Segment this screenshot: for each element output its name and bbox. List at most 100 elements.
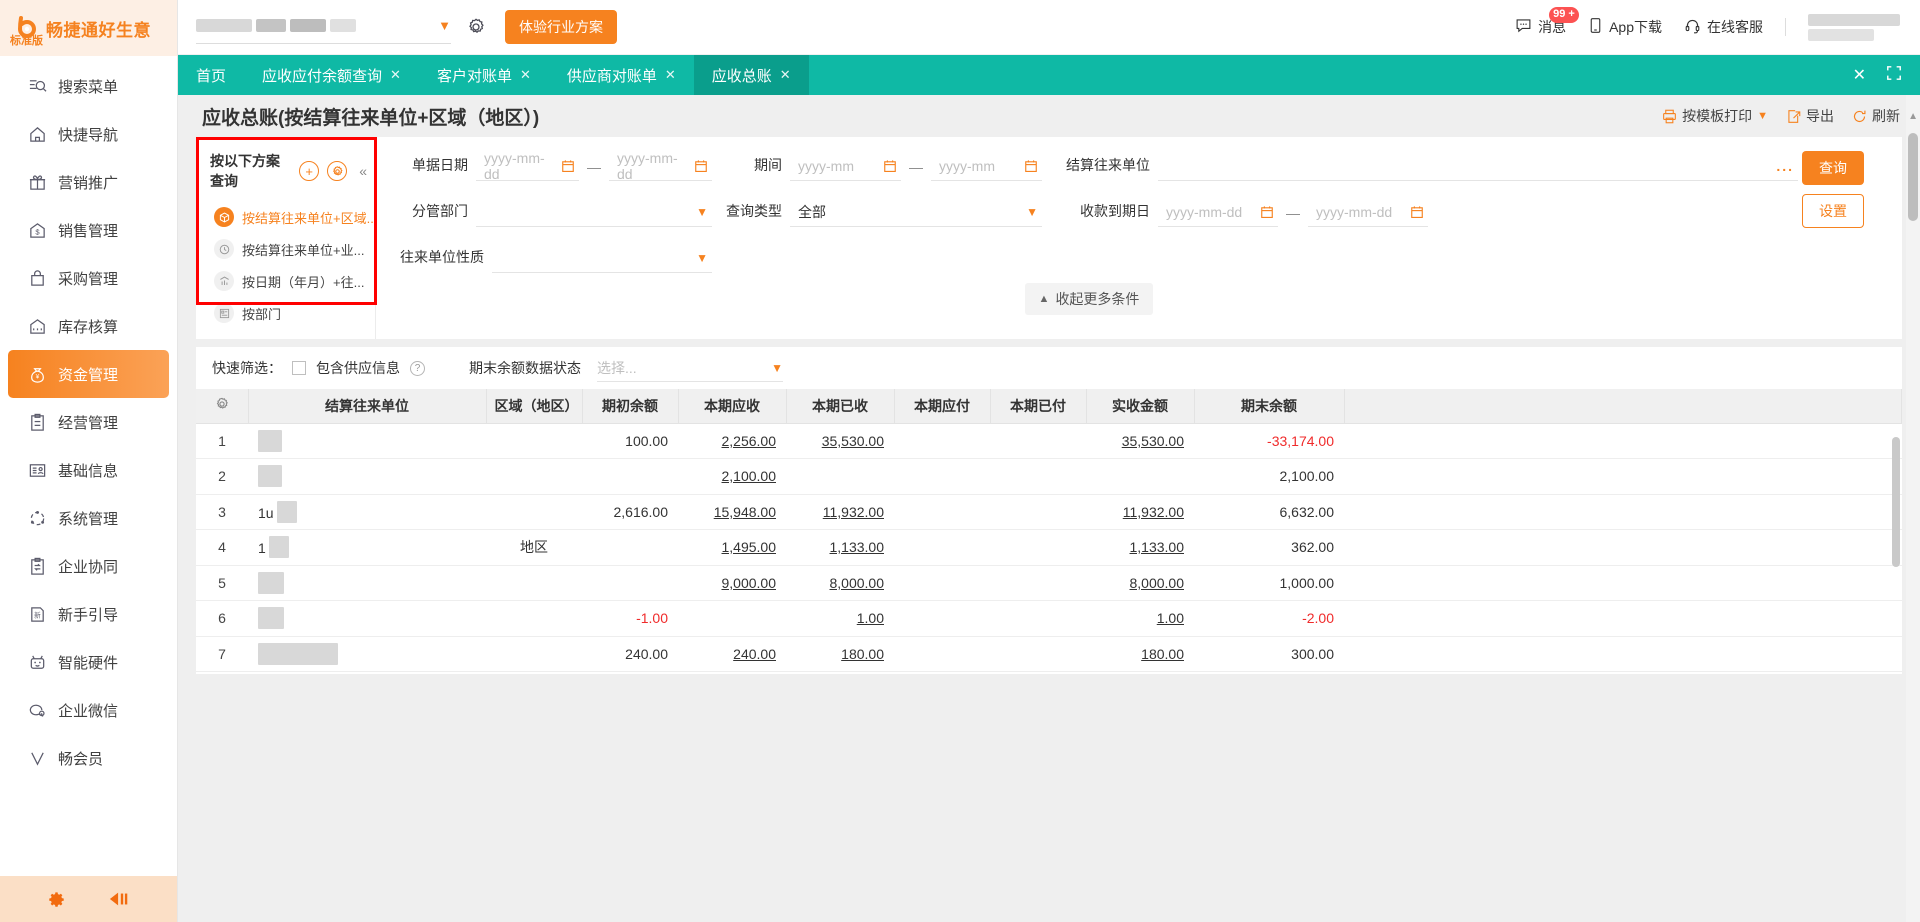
sidebar-item-operations[interactable]: 经营管理 <box>8 398 169 446</box>
cell-received[interactable]: 35,530.00 <box>786 423 894 459</box>
cell-received[interactable]: 11,932.00 <box>786 494 894 530</box>
scheme-item-settle-unit-region[interactable]: 按结算往来单位+区域... <box>196 201 375 233</box>
calendar-icon[interactable] <box>688 159 708 173</box>
table-row[interactable]: 7 240.00 240.00 180.00 180.00 300.00 <box>196 636 1902 672</box>
cell-received[interactable] <box>786 458 894 495</box>
more-options-icon[interactable]: ... <box>1776 157 1794 174</box>
table-row[interactable]: 6 -1.00 1.00 1.00 -2.00 <box>196 600 1902 637</box>
collapse-sidebar-icon[interactable] <box>109 891 129 907</box>
messages-button[interactable]: 消息 99 + <box>1515 7 1579 37</box>
close-icon[interactable]: ✕ <box>779 67 791 82</box>
sidebar-item-marketing[interactable]: 营销推广 <box>8 158 169 206</box>
due-date-to-input[interactable]: yyyy-mm-dd <box>1308 197 1428 227</box>
table-row[interactable]: 4 1 地区 1,495.00 1,133.00 1,133.00 362.00 <box>196 529 1902 566</box>
table-row[interactable]: 5 9,000.00 8,000.00 8,000.00 1,000.00 <box>196 565 1902 601</box>
balance-state-select[interactable]: 选择... ▼ <box>597 354 783 382</box>
settle-unit-input[interactable]: ... <box>1158 151 1798 181</box>
sidebar-item-basic-info[interactable]: 基础信息 <box>8 446 169 494</box>
online-service-button[interactable]: 在线客服 <box>1684 17 1763 37</box>
table-vertical-scrollbar[interactable] <box>1892 437 1900 567</box>
sidebar-item-beginner-guide[interactable]: 新 新手引导 <box>8 590 169 638</box>
tab-supplier-statement[interactable]: 供应商对账单 ✕ <box>549 55 694 95</box>
table-row[interactable]: 2 2,100.00 2,100.00 <box>196 458 1902 495</box>
table-row[interactable]: 8 1987 100.00 100.00 -100.00 <box>196 671 1902 674</box>
cell-actual[interactable]: 8,000.00 <box>1086 565 1194 601</box>
cell-actual[interactable]: 35,530.00 <box>1086 423 1194 459</box>
print-template-button[interactable]: 按模板打印 ▼ <box>1662 106 1768 126</box>
cell-received[interactable]: 8,000.00 <box>786 565 894 601</box>
calendar-icon[interactable] <box>877 159 897 173</box>
app-download-button[interactable]: App下载 <box>1588 17 1662 37</box>
tab-customer-statement[interactable]: 客户对账单 ✕ <box>419 55 549 95</box>
sidebar-item-collaboration[interactable]: 企业协同 <box>8 542 169 590</box>
cell-actual[interactable]: 1,133.00 <box>1086 529 1194 566</box>
cell-receivable[interactable]: 1,495.00 <box>678 529 786 566</box>
col-payable-current[interactable]: 本期应付 <box>894 389 991 424</box>
col-opening-balance[interactable]: 期初余额 <box>582 389 679 424</box>
sidebar-item-fund-management[interactable]: ¥ 资金管理 <box>8 350 169 398</box>
close-icon[interactable]: ✕ <box>1852 67 1866 84</box>
table-row[interactable]: 1 100.00 2,256.00 35,530.00 35,530.00 -3… <box>196 423 1902 459</box>
col-settle-unit[interactable]: 结算往来单位 <box>248 389 487 424</box>
cell-receivable[interactable]: 9,000.00 <box>678 565 786 601</box>
refresh-button[interactable]: 刷新 <box>1852 106 1900 126</box>
org-selector[interactable]: ▼ <box>196 10 451 44</box>
col-closing-balance[interactable]: 期末余额 <box>1194 389 1345 424</box>
tab-receivable-ledger[interactable]: 应收总账 ✕ <box>693 55 809 95</box>
query-button[interactable]: 查询 <box>1802 151 1864 185</box>
gear-circle-icon[interactable] <box>327 161 348 181</box>
export-button[interactable]: 导出 <box>1786 106 1834 126</box>
scroll-up-arrow-icon[interactable]: ▲ <box>1908 111 1918 122</box>
cell-actual[interactable]: 11,932.00 <box>1086 494 1194 530</box>
sidebar-item-wechat-work[interactable]: 企业微信 <box>8 686 169 734</box>
table-settings-header[interactable] <box>196 389 249 424</box>
industry-solution-button[interactable]: 体验行业方案 <box>505 10 617 44</box>
doc-date-from-input[interactable]: yyyy-mm-dd <box>476 150 579 182</box>
chevron-down-icon[interactable]: ▼ <box>438 18 451 33</box>
query-type-select[interactable]: 全部 ▼ <box>790 197 1042 227</box>
chevron-down-icon[interactable]: ▼ <box>696 250 708 265</box>
sidebar-item-purchase[interactable]: 采购管理 <box>8 254 169 302</box>
sidebar-item-search-menu[interactable]: 搜索菜单 <box>8 62 169 110</box>
cell-received[interactable]: 1,133.00 <box>786 529 894 566</box>
scheme-item-by-date[interactable]: 按日期（年月）+往... <box>196 265 375 297</box>
cell-received[interactable]: 180.00 <box>786 636 894 672</box>
sidebar-item-smart-hardware[interactable]: 智能硬件 <box>8 638 169 686</box>
cell-actual[interactable]: 180.00 <box>1086 636 1194 672</box>
chevron-left-double-icon[interactable]: « <box>359 163 367 179</box>
include-supply-checkbox[interactable] <box>292 361 306 375</box>
calendar-icon[interactable] <box>555 159 575 173</box>
settings-button[interactable]: 设置 <box>1802 194 1864 228</box>
col-received-current[interactable]: 本期已收 <box>786 389 895 424</box>
cell-receivable[interactable] <box>678 671 786 674</box>
question-icon[interactable]: ? <box>410 360 425 376</box>
fullscreen-icon[interactable] <box>1886 65 1902 86</box>
chevron-down-icon[interactable]: ▼ <box>1026 204 1038 219</box>
scheme-item-settle-unit-business[interactable]: 按结算往来单位+业... <box>196 233 375 265</box>
close-icon[interactable]: ✕ <box>664 67 676 82</box>
sidebar-item-inventory[interactable]: 库存核算 <box>8 302 169 350</box>
content-scrollbar-thumb[interactable] <box>1908 133 1918 221</box>
due-date-from-input[interactable]: yyyy-mm-dd <box>1158 197 1278 227</box>
gear-icon[interactable] <box>48 891 65 908</box>
plus-circle-icon[interactable]: + <box>299 161 320 181</box>
close-icon[interactable]: ✕ <box>390 67 401 82</box>
period-to-input[interactable]: yyyy-mm <box>931 151 1042 181</box>
chevron-down-icon[interactable]: ▼ <box>696 204 708 219</box>
cell-actual[interactable] <box>1086 458 1194 495</box>
calendar-icon[interactable] <box>1254 205 1274 219</box>
cell-received[interactable]: 1.00 <box>786 600 894 637</box>
scheme-item-by-department[interactable]: 按部门 <box>196 297 375 329</box>
col-receivable-current[interactable]: 本期应收 <box>678 389 787 424</box>
chevron-down-icon[interactable]: ▼ <box>771 360 783 375</box>
user-info-redacted[interactable] <box>1808 13 1900 41</box>
dept-select[interactable]: ▼ <box>476 197 712 227</box>
cell-receivable[interactable]: 15,948.00 <box>678 494 786 530</box>
sidebar-item-sales[interactable]: $ 销售管理 <box>8 206 169 254</box>
tab-ar-ap-balance-query[interactable]: 应收应付余额查询 ✕ <box>244 55 419 95</box>
table-row[interactable]: 3 1u 2,616.00 15,948.00 11,932.00 11,932… <box>196 494 1902 530</box>
cell-receivable[interactable]: 2,256.00 <box>678 423 786 459</box>
gear-icon[interactable] <box>215 398 229 414</box>
sidebar-item-quick-nav[interactable]: 快捷导航 <box>8 110 169 158</box>
chevron-down-icon[interactable]: ▼ <box>1757 110 1768 122</box>
